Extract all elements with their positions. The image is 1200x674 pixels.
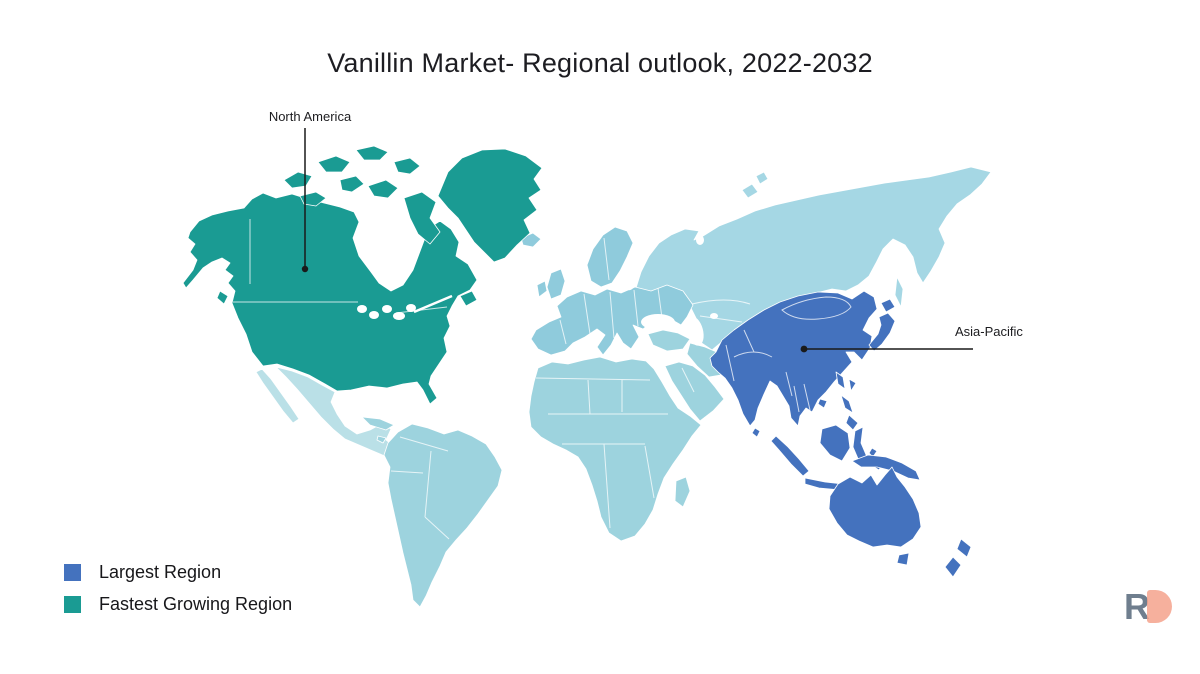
map-region-africa-middle-east	[528, 329, 725, 542]
annotation-label-north-america: North America	[269, 109, 352, 124]
map-country-borders	[233, 219, 852, 540]
annotation-label-asia-pacific: Asia-Pacific	[955, 324, 1023, 339]
logo-d-mark	[1147, 590, 1172, 623]
map-region-australia	[828, 466, 922, 548]
annotation-dot-north-america	[301, 265, 309, 273]
map-region-na-mainland	[182, 192, 478, 405]
map-region-greenland	[437, 148, 543, 263]
legend: Largest Region Fastest Growing Region	[64, 562, 292, 615]
map-region-north-america	[182, 145, 543, 405]
map-region-new-guinea	[851, 454, 921, 481]
map-region-latin-america	[255, 366, 503, 608]
map-inland-seas	[357, 235, 718, 346]
legend-label-largest-region: Largest Region	[99, 562, 222, 582]
map-region-asia-mainland	[709, 290, 878, 427]
map-region-russia-central-asia	[635, 166, 992, 351]
map-region-asia-pacific	[709, 290, 972, 578]
brand-logo: R	[1124, 586, 1172, 627]
annotation-asia-pacific: Asia-Pacific	[800, 324, 1023, 353]
legend-swatch-fastest-growing-region	[64, 596, 81, 613]
legend-label-fastest-growing-region: Fastest Growing Region	[99, 594, 293, 614]
annotation-north-america: North America	[269, 109, 352, 273]
page-title: Vanillin Market- Regional outlook, 2022-…	[327, 48, 873, 78]
map-region-japan	[868, 312, 896, 352]
legend-item-largest-region: Largest Region	[64, 562, 292, 583]
logo-letter-r: R	[1124, 586, 1150, 627]
legend-swatch-largest-region	[64, 564, 81, 581]
legend-item-fastest-growing-region: Fastest Growing Region	[64, 594, 292, 615]
map-region-south-america	[383, 423, 503, 608]
annotation-dot-asia-pacific	[800, 345, 808, 353]
